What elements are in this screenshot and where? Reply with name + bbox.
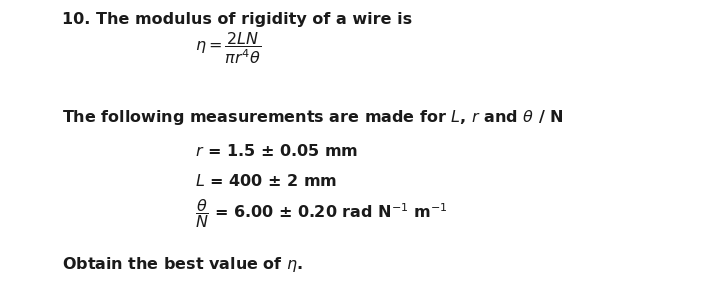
- Text: $\dfrac{\theta}{N}$ = 6.00 ± 0.20 rad N$^{-1}$ m$^{-1}$: $\dfrac{\theta}{N}$ = 6.00 ± 0.20 rad N$…: [195, 197, 448, 230]
- Text: $L$ = 400 ± 2 mm: $L$ = 400 ± 2 mm: [195, 173, 337, 189]
- Text: Obtain the best value of $\eta$.: Obtain the best value of $\eta$.: [62, 255, 303, 274]
- Text: The following measurements are made for $L$, $r$ and $\theta$ / N: The following measurements are made for …: [62, 108, 564, 127]
- Text: 10. The modulus of rigidity of a wire is: 10. The modulus of rigidity of a wire is: [62, 12, 412, 27]
- Text: $r$ = 1.5 ± 0.05 mm: $r$ = 1.5 ± 0.05 mm: [195, 143, 358, 159]
- Text: $\eta=\dfrac{2LN}{\pi r^4\theta}$: $\eta=\dfrac{2LN}{\pi r^4\theta}$: [195, 30, 261, 66]
